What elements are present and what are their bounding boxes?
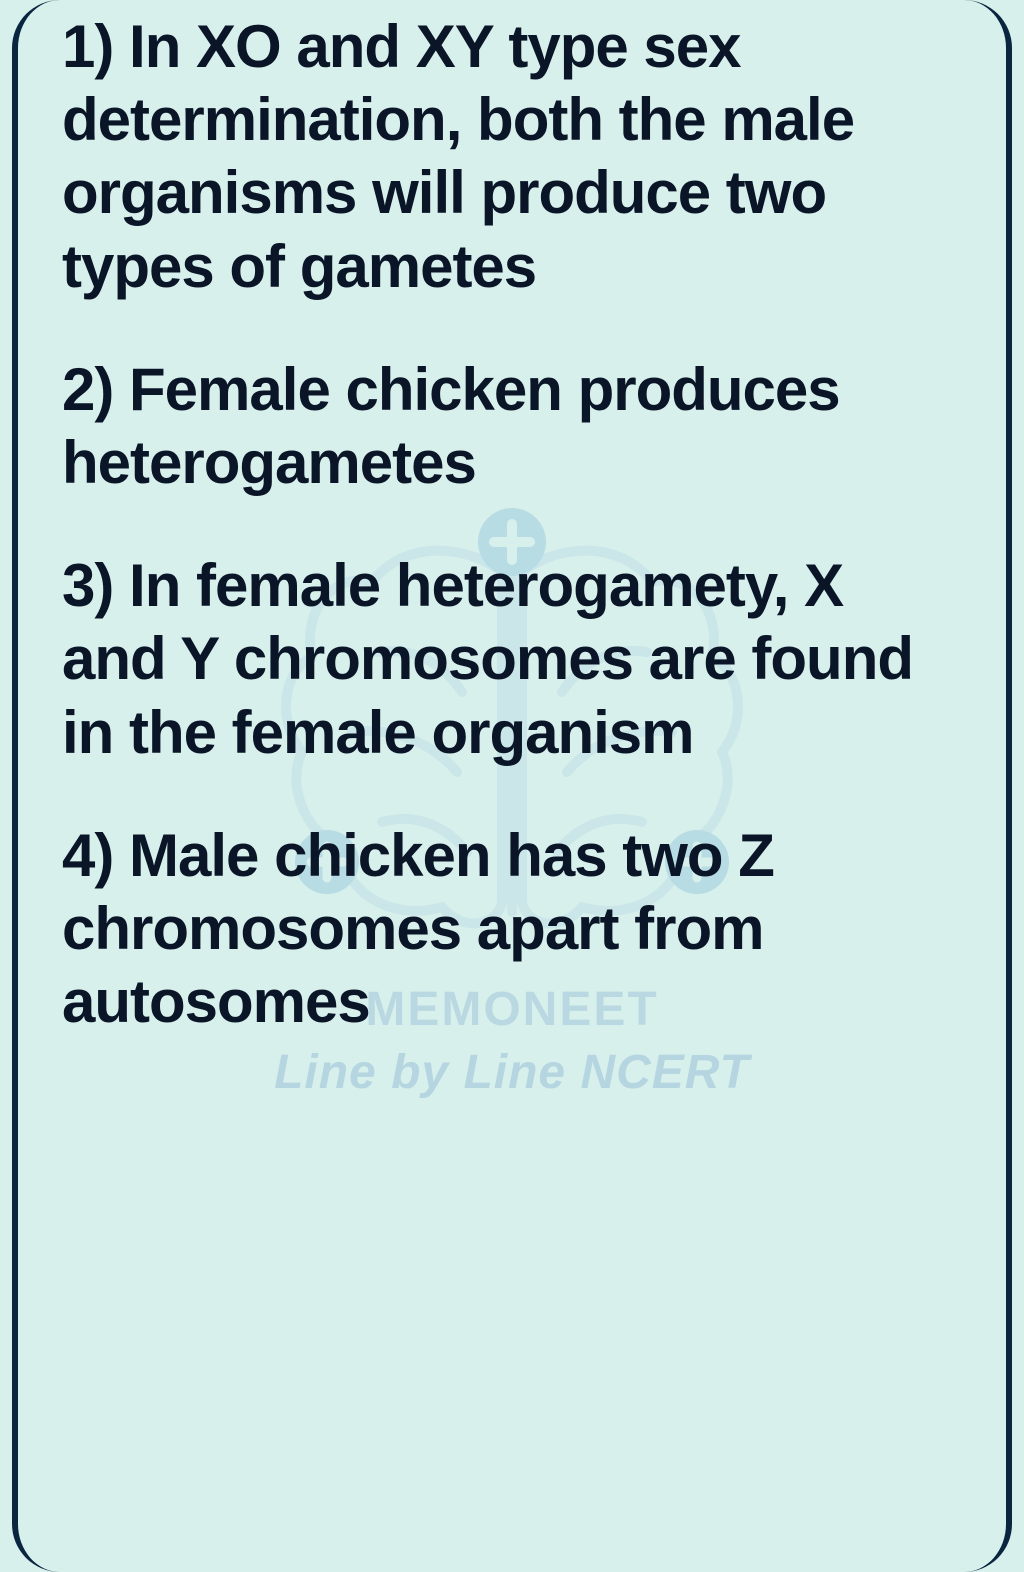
question-number: 2) <box>62 356 113 423</box>
watermark-tagline: Line by Line NCERT <box>274 1045 750 1100</box>
question-item: 4) Male chicken has two Z chromosomes ap… <box>62 819 962 1039</box>
question-item: 3) In female heterogamety, X and Y chrom… <box>62 549 962 769</box>
question-text: Female chicken produces heterogametes <box>62 356 840 496</box>
question-item: 2) Female chicken produces heterogametes <box>62 353 962 499</box>
question-text: Male chicken has two Z chromosomes apart… <box>62 822 774 1035</box>
question-list: 1) In XO and XY type sex determination, … <box>62 10 962 1038</box>
question-text: In female heterogamety, X and Y chromoso… <box>62 552 913 765</box>
question-card: MEMONEET Line by Line NCERT 1) In XO and… <box>12 0 1012 1572</box>
question-number: 3) <box>62 552 113 619</box>
question-number: 1) <box>62 13 113 80</box>
content-layer: 1) In XO and XY type sex determination, … <box>62 10 962 1038</box>
question-item: 1) In XO and XY type sex determination, … <box>62 10 962 303</box>
question-number: 4) <box>62 822 113 889</box>
question-text: In XO and XY type sex determination, bot… <box>62 13 854 300</box>
